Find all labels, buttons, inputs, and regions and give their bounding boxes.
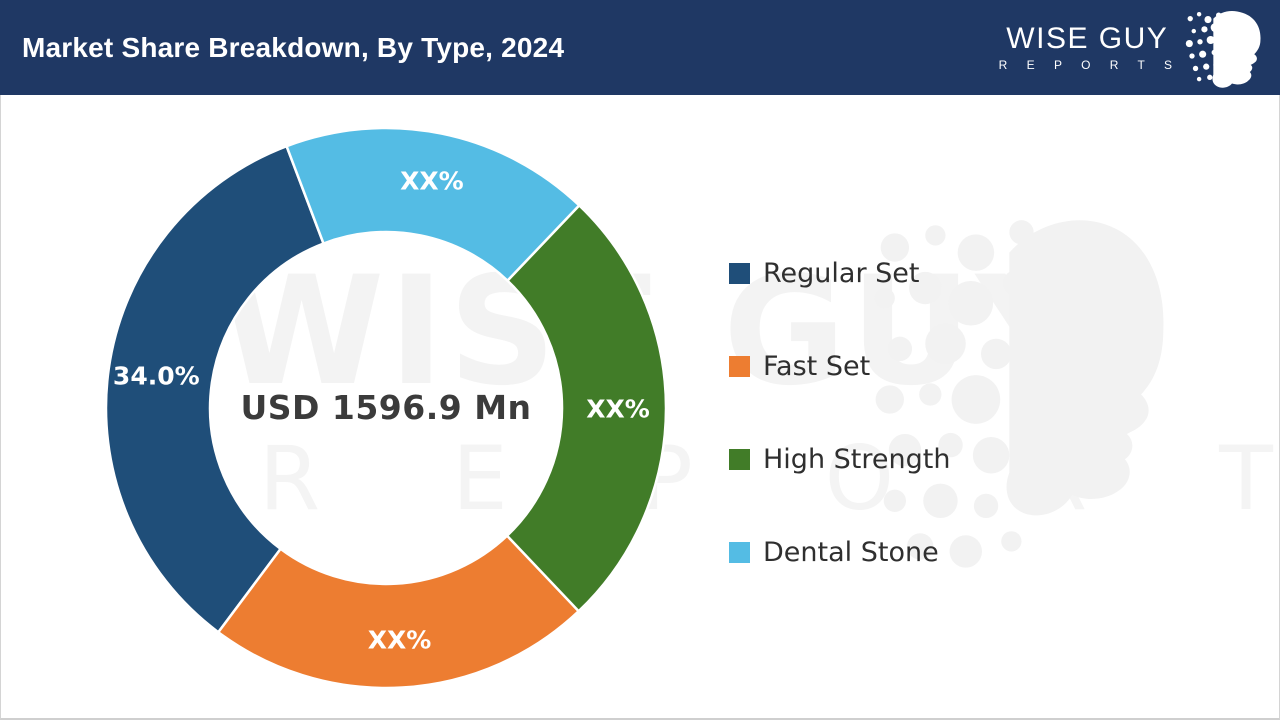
legend-swatch xyxy=(729,449,750,470)
chart-legend: Regular Set Fast Set High Strength Dental S… xyxy=(729,258,950,568)
legend-item-high-strength: High Strength xyxy=(729,444,950,475)
segment-value-label: XX% xyxy=(400,167,464,196)
chart-center-value: USD 1596.9 Mn xyxy=(240,388,532,427)
logo-subtitle: R E P O R T S xyxy=(998,57,1180,72)
legend-swatch xyxy=(729,542,750,563)
donut-segment-fast-set xyxy=(216,533,581,690)
legend-label: Dental Stone xyxy=(763,537,939,568)
watermark-face-icon xyxy=(874,220,1164,568)
legend-item-regular-set: Regular Set xyxy=(729,258,950,289)
segment-value-label: XX% xyxy=(368,626,432,655)
legend-label: High Strength xyxy=(763,444,951,475)
segment-value-label: XX% xyxy=(586,394,650,423)
donut-segment-dental-stone xyxy=(284,126,581,283)
chart-area: WISE GUY R E P O R T S 34.0%XX%XX%XX% US… xyxy=(0,95,1280,720)
segment-value-label: 34.0% xyxy=(113,362,200,391)
legend-label: Regular Set xyxy=(763,258,920,289)
donut-chart: 34.0% XX% XX% XX% xyxy=(104,126,668,690)
header-bar: Market Share Breakdown, By Type, 2024 WI… xyxy=(0,0,1280,95)
legend-swatch xyxy=(729,356,750,377)
wise-guy-logo: WISE GUY R E P O R T S xyxy=(995,8,1266,88)
logo-name: WISE GUY xyxy=(1006,21,1169,55)
legend-swatch xyxy=(729,263,750,284)
legend-item-fast-set: Fast Set xyxy=(729,351,950,382)
donut-segment-regular-set xyxy=(104,144,326,634)
page-title: Market Share Breakdown, By Type, 2024 xyxy=(22,31,565,63)
legend-item-dental-stone: Dental Stone xyxy=(729,537,950,568)
face-logo-icon xyxy=(1185,10,1261,88)
logo-text: WISE GUY R E P O R T S xyxy=(995,21,1180,72)
legend-label: Fast Set xyxy=(763,351,871,382)
donut-segment-high-strength xyxy=(505,203,668,613)
